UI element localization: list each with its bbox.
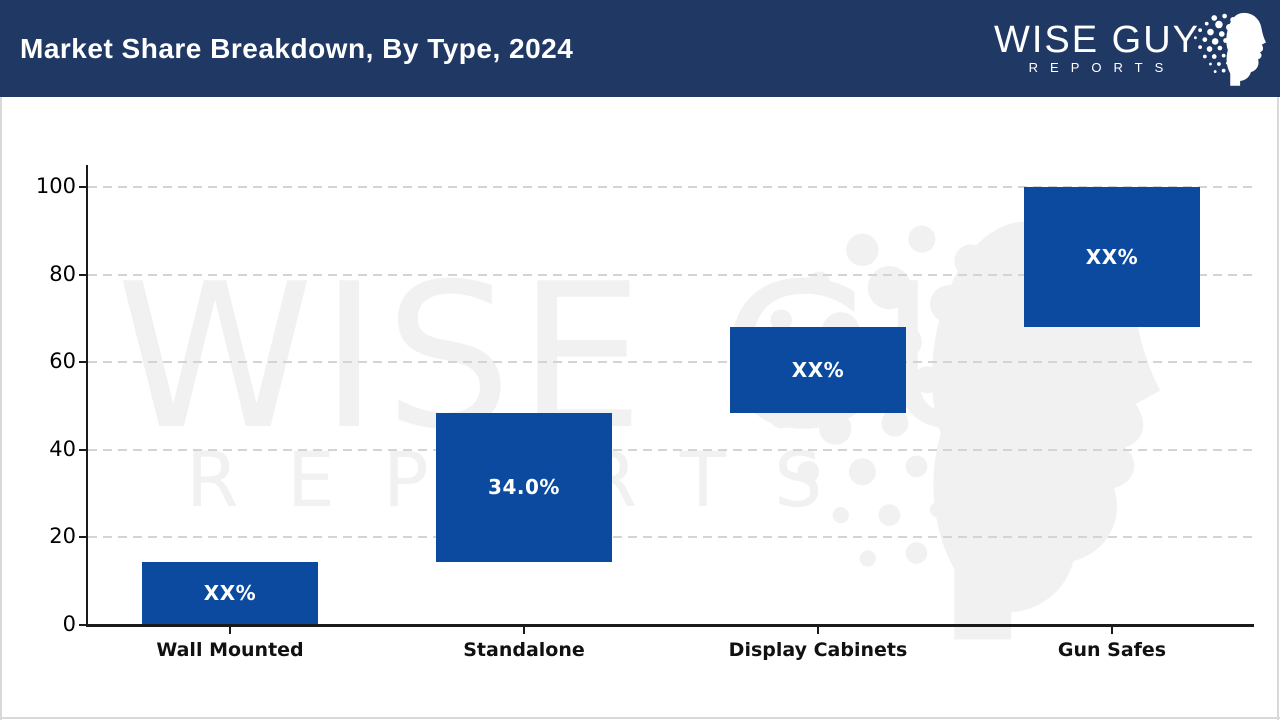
x-category-label-gun-safes: Gun Safes (1057, 639, 1167, 661)
x-tick-mark-gun-safes (1111, 626, 1113, 634)
logo-wordmark: WISE GUY (993, 19, 1200, 62)
y-tick-mark-20 (79, 536, 88, 538)
y-tick-mark-0 (79, 623, 88, 626)
x-tick-mark-wall-mounted (229, 626, 231, 634)
gridline-100 (88, 186, 1254, 188)
gridline-20 (88, 536, 1254, 538)
y-tick-label-0: 0 (62, 611, 76, 636)
x-tick-mark-standalone (523, 626, 525, 634)
bar-value-label-display-cabinets: XX% (791, 357, 845, 382)
y-tick-label-80: 80 (49, 261, 76, 286)
y-tick-mark-40 (79, 448, 88, 451)
y-tick-mark-60 (79, 361, 88, 363)
x-category-label-standalone: Standalone (463, 639, 585, 661)
bar-wall-mounted: XX% (142, 561, 318, 625)
x-category-label-wall-mounted: Wall Mounted (156, 639, 304, 661)
bar-value-label-gun-safes: XX% (1085, 245, 1139, 269)
y-tick-label-20: 20 (49, 524, 76, 548)
x-category-label-display-cabinets: Display Cabinets (728, 639, 908, 661)
y-tick-mark-80 (79, 273, 88, 276)
y-tick-mark-100 (79, 186, 88, 188)
frame-border-right (1277, 97, 1279, 720)
gridline-60 (88, 361, 1254, 363)
x-axis-line (86, 624, 1254, 627)
bar-gun-safes: XX% (1024, 187, 1200, 327)
logo-subtext: REPORTS (1028, 60, 1176, 76)
chart-title: Market Share Breakdown, By Type, 2024 (20, 32, 574, 64)
y-tick-label-100: 100 (35, 174, 76, 198)
y-tick-label-60: 60 (49, 349, 76, 373)
frame-border-left (0, 97, 2, 720)
gridline-40 (88, 448, 1254, 451)
bar-value-label-wall-mounted: XX% (203, 581, 257, 605)
x-tick-mark-display-cabinets (817, 626, 819, 634)
y-axis-line (86, 165, 88, 626)
frame-border-bottom (0, 717, 1280, 719)
logo-text: WISE GUY REPORTS (993, 19, 1200, 76)
bar-display-cabinets: XX% (730, 327, 906, 413)
y-tick-label-40: 40 (49, 436, 76, 461)
header-bar: Market Share Breakdown, By Type, 2024 WI… (0, 0, 1280, 97)
wiseguy-logo: WISE GUY REPORTS (994, 11, 1266, 87)
bar-value-label-standalone: 34.0% (488, 475, 560, 500)
bar-standalone: 34.0% (436, 412, 612, 562)
wiseguy-face-icon (1186, 11, 1266, 87)
gridline-80 (88, 273, 1254, 276)
